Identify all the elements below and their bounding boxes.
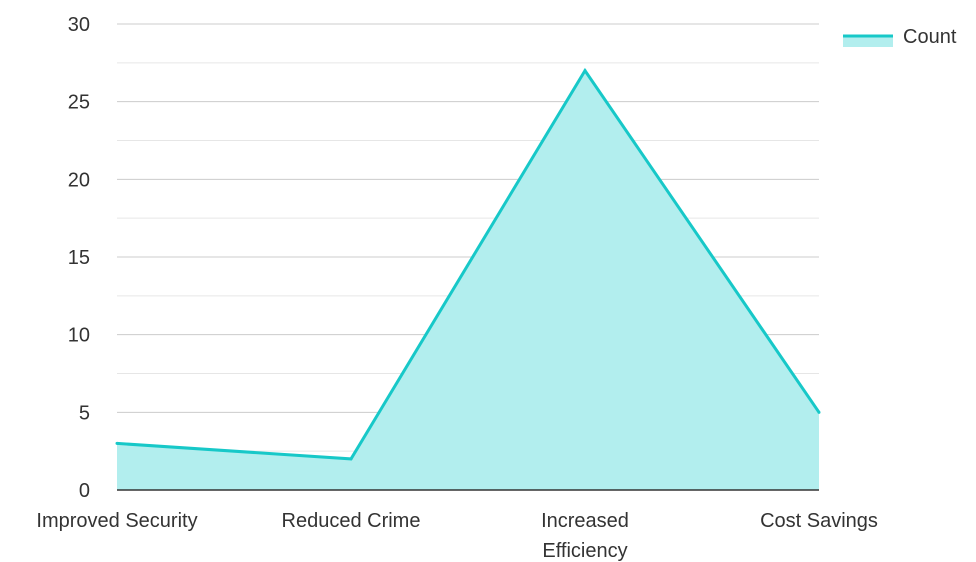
x-tick-label: Reduced Crime bbox=[282, 510, 421, 532]
y-tick-label: 25 bbox=[68, 92, 90, 114]
x-tick-label: Cost Savings bbox=[760, 510, 878, 532]
x-tick-label: Improved Security bbox=[36, 510, 197, 532]
y-tick-label: 30 bbox=[68, 14, 90, 36]
y-tick-label: 5 bbox=[79, 402, 90, 424]
data-point bbox=[583, 69, 587, 73]
y-tick-label: 10 bbox=[68, 325, 90, 347]
series-line-count bbox=[116, 67, 821, 461]
legend-label-count: Count bbox=[903, 26, 957, 48]
data-point bbox=[817, 410, 821, 414]
y-tick-label: 15 bbox=[68, 247, 90, 269]
legend[interactable]: Count bbox=[843, 26, 957, 48]
y-tick-label: 20 bbox=[68, 169, 90, 191]
y-tick-label: 0 bbox=[79, 480, 90, 502]
series-area bbox=[115, 67, 821, 490]
legend-swatch-fill bbox=[843, 36, 893, 47]
data-point bbox=[349, 457, 353, 461]
series-area-fill bbox=[117, 70, 819, 490]
x-axis-ticks: Improved Security Reduced Crime Increased E… bbox=[36, 510, 878, 562]
data-point bbox=[115, 441, 119, 445]
x-tick-label: Increased Efficiency bbox=[541, 510, 629, 562]
y-axis-ticks: 0 5 10 15 20 25 30 bbox=[68, 14, 90, 502]
